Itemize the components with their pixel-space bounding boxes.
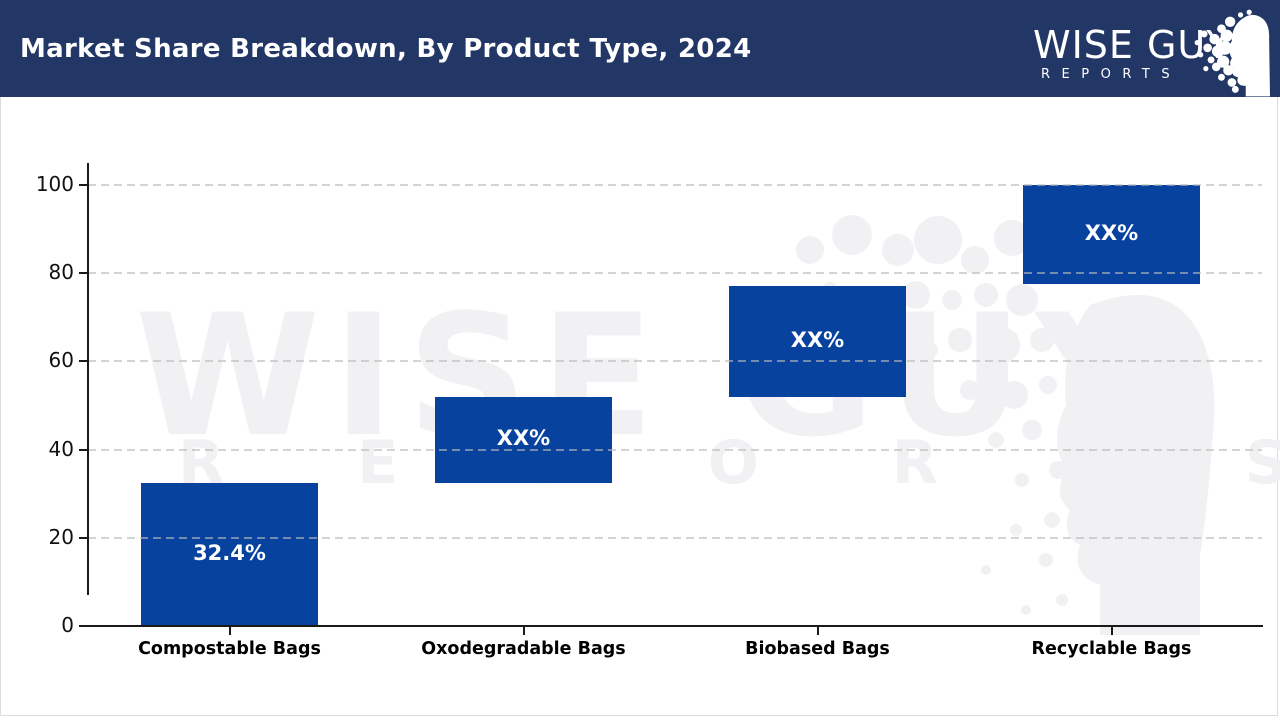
bar-value-label: 32.4% xyxy=(193,540,266,565)
chart-title: Market Share Breakdown, By Product Type,… xyxy=(20,33,752,64)
y-axis-tick xyxy=(79,536,87,539)
bar-3 xyxy=(729,286,906,397)
wise-guy-logo: WISE GUY REPORTS xyxy=(1005,5,1270,97)
watermark-wordmark: WISE GUY xyxy=(135,278,1170,474)
y-axis-tick-label: 60 xyxy=(48,348,74,373)
y-axis-tick-label: 40 xyxy=(48,436,74,461)
y-axis-tick xyxy=(79,360,87,363)
gridline-100 xyxy=(88,184,1262,186)
watermark-head-profile-icon xyxy=(796,215,1215,635)
bar-2 xyxy=(435,396,612,484)
x-axis-category-label: Recyclable Bags xyxy=(1031,639,1192,659)
x-axis-category-label: Oxodegradable Bags xyxy=(421,639,626,659)
x-axis-tick xyxy=(816,627,819,635)
y-axis-tick-label: 0 xyxy=(61,613,74,637)
x-axis-line xyxy=(87,625,1263,627)
gridline-60 xyxy=(88,360,1262,363)
x-axis-tick xyxy=(522,627,525,635)
x-axis-tick xyxy=(228,627,231,635)
plot-area: 0 20 40 60 80 100 32.4% Compostable Bags XX% Oxod… xyxy=(0,97,1280,717)
gridline-40 xyxy=(88,448,1262,451)
bar-value-label: XX% xyxy=(1084,220,1139,245)
y-axis-line xyxy=(87,163,89,595)
x-axis-category-label: Compostable Bags xyxy=(138,639,321,659)
y-axis-tick xyxy=(79,448,87,451)
gridline-80 xyxy=(88,272,1262,275)
bar-value-label: XX% xyxy=(496,425,551,450)
figure-border xyxy=(0,97,1278,716)
bar-1 xyxy=(141,483,318,626)
y-axis-tick-label: 20 xyxy=(48,524,74,549)
y-axis-tick-label: 80 xyxy=(48,260,74,285)
x-axis-tick xyxy=(1110,627,1113,635)
y-axis-tick xyxy=(79,625,87,627)
logo-subtext: REPORTS xyxy=(1041,67,1182,82)
y-axis-tick xyxy=(79,272,87,275)
x-axis-category-label: Biobased Bags xyxy=(745,639,890,659)
bar-value-label: XX% xyxy=(790,327,845,352)
gridline-20 xyxy=(88,536,1262,539)
bar-4 xyxy=(1023,185,1200,285)
y-axis-tick-label: 100 xyxy=(35,172,74,196)
y-axis-tick xyxy=(79,184,87,186)
header-banner: Market Share Breakdown, By Product Type,… xyxy=(0,0,1280,97)
logo-head-profile-icon xyxy=(1192,9,1270,101)
